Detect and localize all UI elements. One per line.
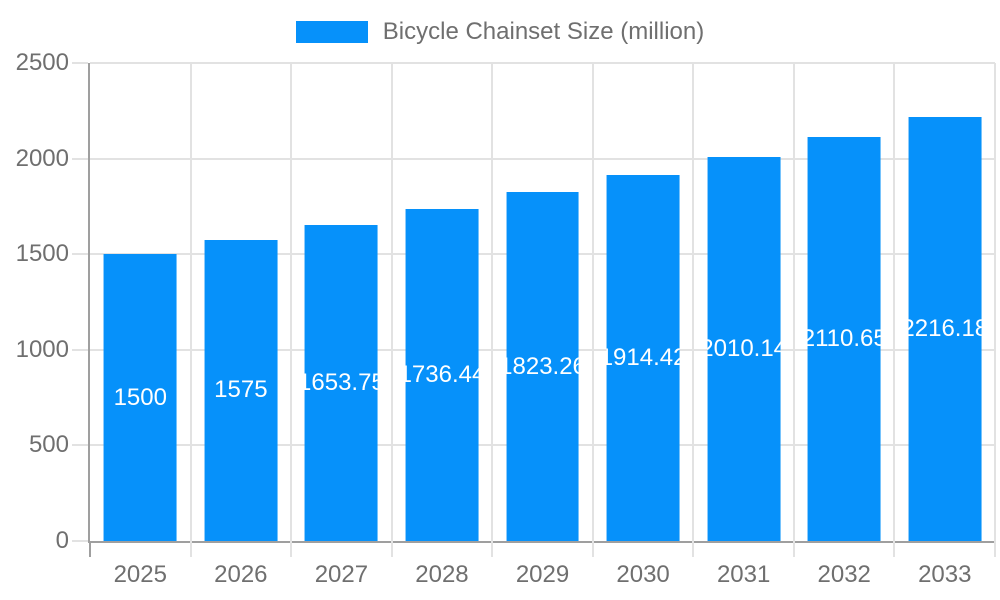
x-tick-label: 2027 — [314, 561, 369, 588]
bar-value-label: 1736.44 — [406, 361, 479, 388]
x-tick-mark — [893, 541, 896, 557]
x-tick-label: 2029 — [515, 561, 570, 588]
y-axis: 0 500 1000 1500 2000 2500 — [0, 51, 88, 553]
bar[interactable]: 2010.14 — [707, 156, 781, 541]
bar-value-label: 1914.42 — [607, 343, 680, 371]
gridline-vertical — [591, 63, 594, 541]
bar-slot: 1653.75 — [291, 63, 392, 541]
x-tick-mark — [692, 541, 695, 557]
gridline-vertical — [893, 63, 896, 541]
legend-item[interactable]: Bicycle Chainset Size (million) — [295, 18, 705, 45]
bar-slot: 1823.26 — [492, 63, 593, 541]
bar-slot: 2216.18 — [895, 63, 996, 541]
legend-swatch-icon — [295, 21, 368, 43]
y-tick-label: 0 — [55, 527, 69, 554]
y-tick-label: 500 — [28, 431, 69, 459]
bar[interactable]: 1823.26 — [506, 192, 579, 541]
x-tick-label: 2028 — [415, 561, 469, 588]
x-tick-label: 2031 — [716, 561, 771, 588]
gridline-horizontal — [90, 157, 995, 160]
bar-value-label: 1575 — [214, 376, 268, 404]
x-tick-mark — [189, 541, 192, 557]
y-tick-mark — [72, 157, 88, 160]
y-tick-mark — [72, 253, 88, 256]
bar-value-label: 1653.75 — [305, 368, 378, 396]
bar-value-label: 2110.65 — [807, 325, 881, 353]
bar[interactable]: 1914.42 — [606, 174, 680, 541]
x-tick-mark — [591, 541, 594, 557]
x-tick-label: 2032 — [817, 561, 871, 588]
bar[interactable]: 2110.65 — [807, 137, 881, 541]
bar-value-label: 1500 — [113, 383, 167, 411]
y-tick-label: 1000 — [15, 335, 69, 363]
gridline-vertical — [491, 63, 494, 541]
bar[interactable]: 1736.44 — [405, 209, 479, 541]
bar-value-label: 1823.26 — [506, 352, 579, 380]
bar-slot: 2010.14 — [693, 63, 794, 541]
gridline-vertical — [189, 63, 192, 541]
plot-area: 1500 1575 1653.75 1736.44 1823.26 1914.42 2010… — [88, 62, 996, 557]
bar[interactable]: 2216.18 — [908, 117, 982, 541]
gridline-vertical — [290, 63, 293, 541]
y-tick-mark — [72, 540, 88, 542]
y-tick-label: 1500 — [15, 240, 69, 268]
bar[interactable]: 1500 — [103, 254, 177, 541]
x-tick-label: 2025 — [113, 561, 167, 588]
gridline-horizontal — [90, 62, 995, 64]
x-axis-labels: 2025 2026 2027 2028 2029 2030 2031 2032 2033 — [90, 557, 995, 593]
gridline-vertical — [994, 63, 996, 541]
x-tick-label: 2026 — [214, 561, 268, 588]
y-tick-label: 2000 — [15, 144, 69, 172]
bar-slot: 2110.65 — [794, 63, 895, 541]
bar-value-label: 2010.14 — [707, 334, 780, 362]
x-tick-mark — [994, 541, 996, 557]
legend-label: Bicycle Chainset Size (million) — [382, 18, 705, 45]
bar-slot: 1575 — [191, 63, 292, 541]
bar-slot: 1914.42 — [593, 63, 694, 541]
gridline-vertical — [692, 63, 695, 541]
y-tick-mark — [72, 348, 88, 351]
y-tick-label: 2500 — [15, 49, 69, 76]
x-tick-mark — [290, 541, 293, 557]
x-tick-mark — [792, 541, 795, 557]
bar-value-label: 2216.18 — [908, 315, 981, 343]
x-tick-mark — [390, 541, 393, 557]
bar[interactable]: 1653.75 — [304, 224, 378, 541]
x-tick-label: 2030 — [616, 561, 670, 588]
gridline-vertical — [390, 63, 393, 541]
y-tick-mark — [72, 62, 88, 64]
gridline-vertical — [792, 63, 795, 541]
bar-slot: 1500 — [90, 63, 191, 541]
bar-slot: 1736.44 — [392, 63, 493, 541]
x-tick-mark — [89, 541, 91, 557]
y-tick-mark — [72, 444, 88, 447]
x-tick-label: 2033 — [918, 561, 972, 588]
bar[interactable]: 1575 — [204, 239, 278, 541]
x-tick-mark — [491, 541, 494, 557]
bars-row: 1500 1575 1653.75 1736.44 1823.26 1914.42 2010… — [90, 63, 995, 541]
legend: Bicycle Chainset Size (million) — [0, 19, 1000, 45]
